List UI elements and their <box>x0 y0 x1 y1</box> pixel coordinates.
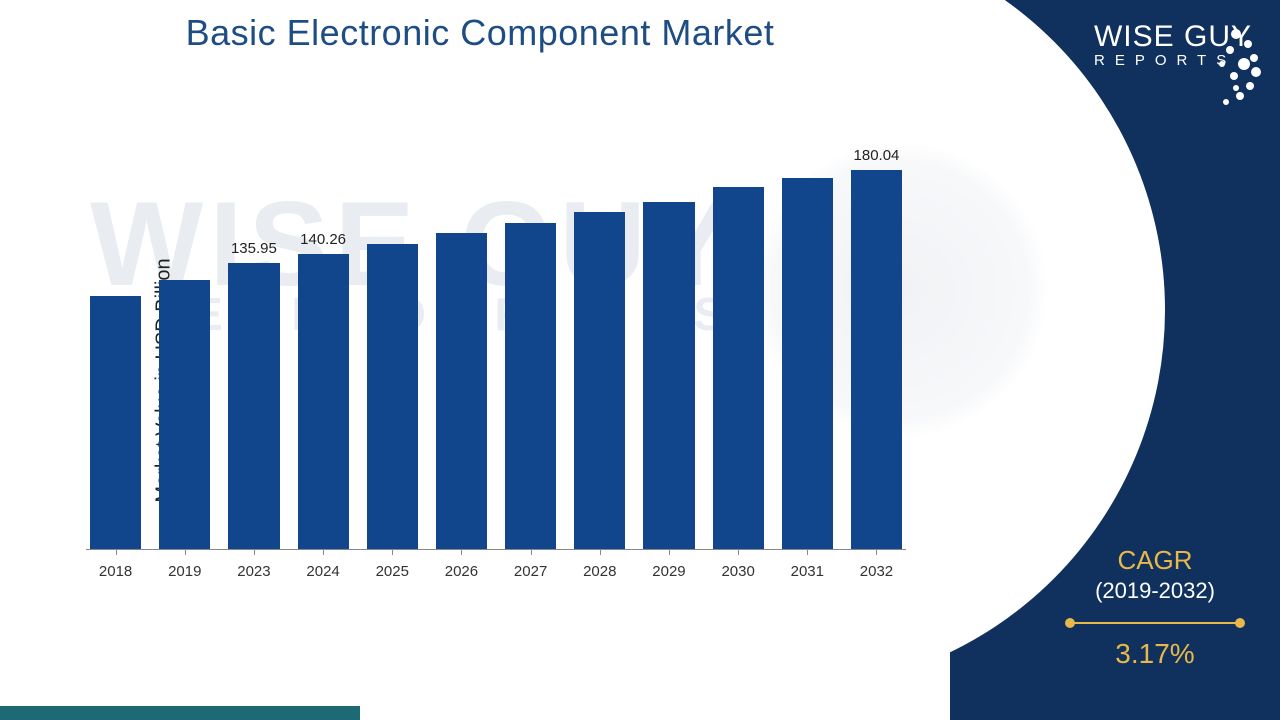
bar-wrap: 180.04 <box>851 170 902 549</box>
bar-wrap <box>643 202 694 549</box>
bar-chart: 135.95140.26180.04 201820192023202420252… <box>86 150 906 580</box>
bar-wrap <box>90 296 141 549</box>
bar-value-label: 180.04 <box>854 147 900 164</box>
cagr-box: CAGR (2019-2032) 3.17% <box>1030 545 1280 670</box>
x-tick-label: 2028 <box>574 554 625 580</box>
bar <box>298 254 349 549</box>
cagr-label: CAGR <box>1030 545 1280 576</box>
bar <box>505 223 556 549</box>
x-tick-label: 2018 <box>90 554 141 580</box>
bar-value-label: 140.26 <box>300 231 346 248</box>
bar <box>851 170 902 549</box>
x-tick-label: 2027 <box>505 554 556 580</box>
x-tick-label: 2026 <box>436 554 487 580</box>
x-axis-labels: 2018 2019 2023 2024 2025 2026 2027 2028 2029 2030… <box>86 554 906 580</box>
bar-wrap: 135.95 <box>228 263 279 549</box>
x-tick-label: 2019 <box>159 554 210 580</box>
bar <box>159 280 210 549</box>
report-infographic: WISE GUYR E P O R T S WISE GUY REPORTS B… <box>0 0 1280 720</box>
bar-wrap <box>713 187 764 549</box>
bar-wrap <box>574 212 625 549</box>
x-tick-label: 2025 <box>367 554 418 580</box>
bar <box>782 178 833 549</box>
x-tick-label: 2031 <box>782 554 833 580</box>
bar-wrap <box>436 233 487 549</box>
brand-line1: WISE GUY <box>1094 20 1252 54</box>
bar <box>436 233 487 549</box>
cagr-value: 3.17% <box>1030 638 1280 670</box>
bar <box>367 244 418 549</box>
x-tick-label: 2032 <box>851 554 902 580</box>
bar <box>643 202 694 549</box>
cagr-range: (2019-2032) <box>1030 578 1280 604</box>
bar <box>713 187 764 549</box>
cagr-divider <box>1070 622 1240 624</box>
x-tick-label: 2030 <box>713 554 764 580</box>
x-tick-label: 2029 <box>643 554 694 580</box>
bar <box>90 296 141 549</box>
chart-title: Basic Electronic Component Market <box>0 12 960 54</box>
bar-wrap <box>367 244 418 549</box>
x-tick-label: 2024 <box>298 554 349 580</box>
bar-value-label: 135.95 <box>231 240 277 257</box>
bar <box>574 212 625 549</box>
brand-line2: REPORTS <box>1094 52 1252 69</box>
bar <box>228 263 279 549</box>
bar-wrap <box>782 178 833 549</box>
footer-strip <box>0 706 360 720</box>
x-tick-label: 2023 <box>228 554 279 580</box>
bar-wrap <box>505 223 556 549</box>
brand-logo: WISE GUY REPORTS <box>1094 20 1252 69</box>
bar-wrap <box>159 280 210 549</box>
plot-area: 135.95 140.26 180.04 <box>86 150 906 550</box>
bar-wrap: 140.26 <box>298 254 349 549</box>
